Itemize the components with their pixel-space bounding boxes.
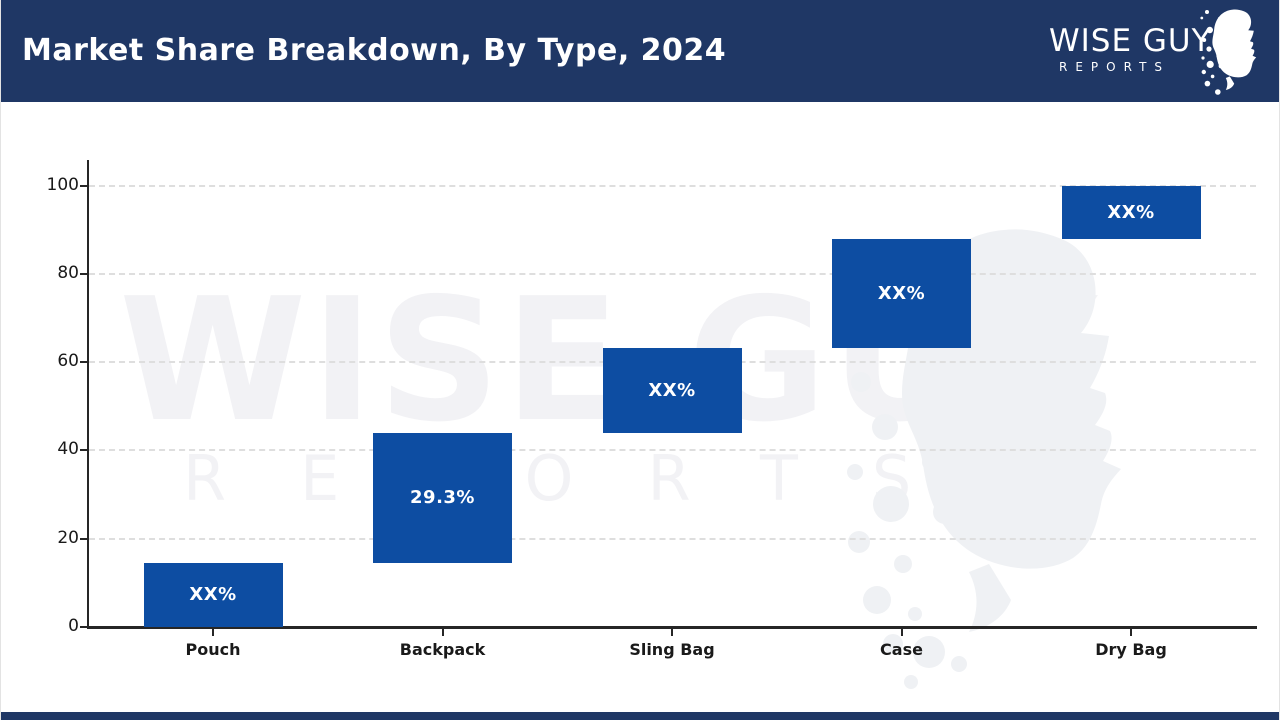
bar-sling-bag: XX% [602,347,742,434]
footer-bar [1,712,1279,720]
bar-value-label: XX% [648,379,696,401]
brand-head-icon [1200,9,1257,95]
y-tick [80,184,87,187]
y-tick-label: 40 [57,439,79,460]
x-tick [671,629,673,636]
x-axis-line [87,626,1257,629]
gridline [89,184,1256,187]
x-category-label: Backpack [399,640,486,659]
gridline [89,449,1256,452]
x-category-label: Pouch [185,640,241,659]
y-tick [80,272,87,275]
brand-logo-subtitle: REPORTS [1059,60,1171,74]
y-tick-label: 100 [46,174,79,195]
y-tick [80,626,87,628]
brand-logo-name: WISE GUY [1049,23,1212,59]
chart-title: Market Share Breakdown, By Type, 2024 [22,33,727,68]
watermark-text-reports: REPORTS [183,442,986,515]
x-tick [212,629,214,636]
bar-value-label: XX% [1107,201,1155,223]
y-tick-label: 80 [57,262,79,283]
bar-value-label: 29.3% [410,487,475,509]
header-bar: Market Share Breakdown, By Type, 2024 WI… [1,0,1279,102]
brand-logo: WISE GUY REPORTS [1011,0,1271,102]
y-tick [80,361,87,364]
plot-area: 0 20 40 60 80 100 Pouch XX% Backpack 29.3% Sling B… [1,102,1279,720]
x-category-label: Case [880,640,923,659]
bar-case: XX% [832,238,971,348]
bar-value-label: XX% [877,282,926,304]
x-tick [900,629,903,636]
gridline [89,272,1256,275]
y-axis-line [87,160,89,627]
y-tick [80,449,87,452]
x-category-label: Sling Bag [629,640,715,659]
y-tick-label: 20 [57,527,79,548]
x-category-label: Dry Bag [1095,640,1167,659]
y-tick-label: 60 [57,351,79,372]
gridline [89,537,1256,540]
x-tick [441,629,444,636]
y-tick-label: 0 [68,616,79,636]
x-tick [1130,629,1132,636]
bar-backpack: 29.3% [373,433,512,563]
bar-pouch: XX% [143,562,283,627]
bar-value-label: XX% [189,584,237,606]
y-tick [80,537,87,540]
bar-dry-bag: XX% [1061,185,1201,239]
